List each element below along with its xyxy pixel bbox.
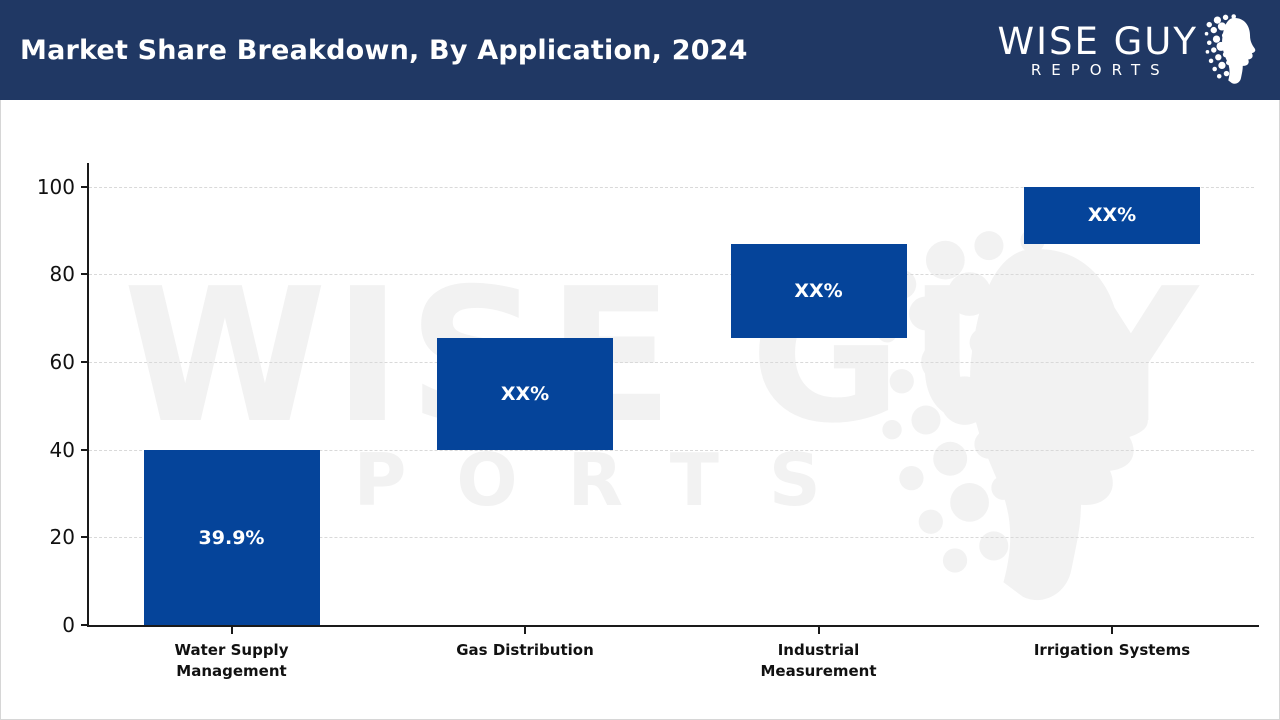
y-tick-label: 80 xyxy=(49,262,75,287)
x-tick xyxy=(1111,627,1113,634)
x-tick xyxy=(817,627,820,634)
x-axis-line xyxy=(87,625,1259,627)
logo-line2: REPORTS xyxy=(1030,60,1170,79)
bar-segment: 39.9% xyxy=(143,450,320,625)
y-tick-label: 40 xyxy=(49,437,75,462)
x-category-label-line: Gas Distribution xyxy=(456,641,594,659)
x-category-label-line: Industrial xyxy=(777,641,860,659)
y-tick xyxy=(81,448,89,451)
page-title: Market Share Breakdown, By Application, … xyxy=(20,34,748,66)
bar-value-label: XX% xyxy=(500,382,550,405)
y-gridline xyxy=(89,537,1254,539)
x-category-label-line: Irrigation Systems xyxy=(1033,641,1191,659)
y-tick xyxy=(81,360,89,363)
logo-line1: WISE GUY xyxy=(997,19,1198,63)
bar-value-label: 39.9% xyxy=(198,526,265,549)
y-gridline xyxy=(89,274,1254,276)
y-tick xyxy=(81,273,89,276)
header-bar: Market Share Breakdown, By Application, … xyxy=(0,0,1280,100)
bar-value-label: XX% xyxy=(794,279,843,302)
y-tick-label: 0 xyxy=(62,613,75,637)
y-tick xyxy=(81,536,89,539)
bar-segment: XX% xyxy=(1024,187,1200,244)
x-category-label-line: Measurement xyxy=(760,662,877,680)
watermark: WISE GUY REPORTS xyxy=(1,100,1279,719)
y-tick-label: 60 xyxy=(49,349,75,374)
x-category-label: Water Supply Management xyxy=(102,640,362,682)
x-tick xyxy=(524,627,526,634)
x-category-label: Gas Distribution xyxy=(395,640,655,661)
plot-area: 0 20 40 60 80 100 39.9% Water Supply Management X… xyxy=(1,100,1279,719)
x-category-label: Industrial Measurement xyxy=(689,640,949,682)
logo-wordmark: WISE GUY REPORTS xyxy=(998,23,1198,78)
x-category-label-line: Management xyxy=(176,662,287,680)
x-tick xyxy=(230,627,233,634)
y-tick-label: 20 xyxy=(49,525,75,550)
y-tick-label: 100 xyxy=(36,174,75,199)
y-tick xyxy=(81,185,89,188)
y-gridline xyxy=(89,361,1254,363)
y-gridline xyxy=(89,186,1254,188)
y-tick xyxy=(81,624,89,626)
bar-segment: XX% xyxy=(437,337,613,451)
y-gridline xyxy=(89,449,1254,451)
bar-value-label: XX% xyxy=(1087,204,1137,227)
wiseguy-face-icon xyxy=(1204,14,1256,84)
bar-segment: XX% xyxy=(730,243,907,338)
x-category-label: Irrigation Systems xyxy=(982,640,1242,661)
chart-canvas: WISE GUY REPORTS 0 20 40 60 80 100 39.9% Water … xyxy=(0,100,1280,720)
x-category-label-line: Water Supply xyxy=(174,641,289,659)
y-axis-line xyxy=(87,163,89,627)
wiseguy-logo: WISE GUY REPORTS xyxy=(998,13,1260,87)
